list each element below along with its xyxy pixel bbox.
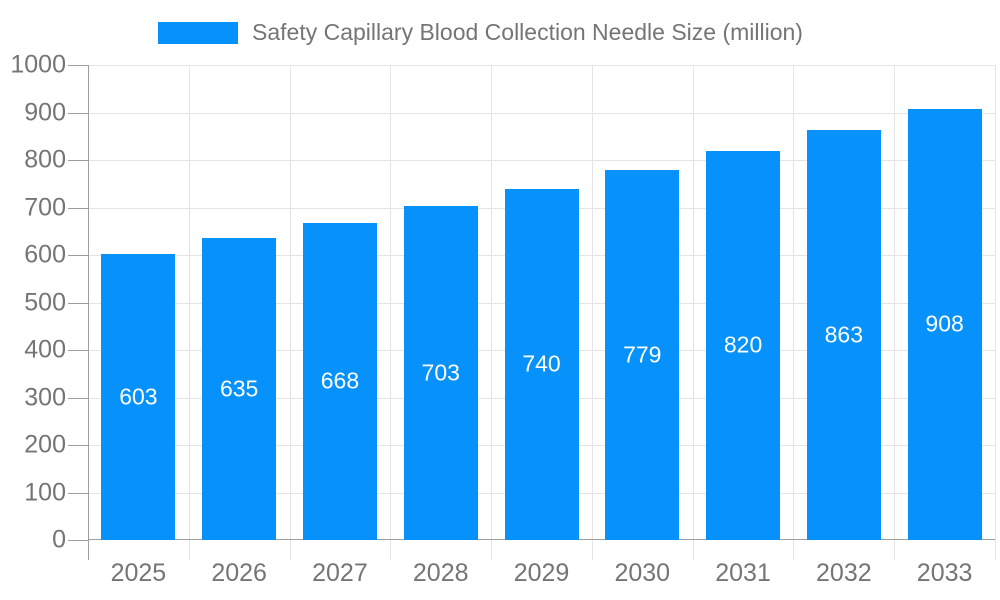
gridline-vertical [289, 65, 291, 560]
gridline-vertical [894, 65, 896, 560]
gridline-vertical [995, 65, 996, 560]
x-axis-label: 2027 [312, 559, 368, 587]
gridline-vertical [188, 65, 190, 560]
gridline-vertical [491, 65, 493, 560]
y-axis-label: 500 [24, 288, 66, 316]
bar[interactable]: 820 [706, 150, 781, 540]
x-axis-label: 2032 [816, 559, 872, 587]
gridline-horizontal [88, 112, 995, 114]
bar-value-label: 635 [219, 375, 259, 402]
bar[interactable]: 863 [806, 130, 881, 540]
bar-value-label: 908 [925, 310, 964, 337]
bar-value-label: 779 [623, 341, 662, 368]
bar[interactable]: 668 [302, 222, 377, 540]
y-axis-label: 900 [24, 98, 66, 126]
y-axis-tick [68, 302, 88, 304]
y-axis-tick [68, 540, 88, 541]
bar-value-label: 740 [522, 350, 561, 377]
bar[interactable]: 703 [403, 206, 478, 540]
gridline-horizontal [88, 160, 995, 161]
gridline-vertical [692, 65, 694, 560]
plot-area: 0 100 200 300 400 500 600 700 800 900 1000 603 2025 6… [10, 51, 996, 587]
y-axis-label: 700 [24, 193, 66, 221]
gridline-horizontal [88, 65, 995, 66]
x-axis-label: 2031 [715, 559, 771, 587]
bar[interactable]: 908 [907, 108, 982, 540]
x-axis-label: 2026 [211, 559, 267, 587]
bar[interactable]: 779 [605, 169, 680, 540]
gridline-vertical [793, 65, 795, 560]
y-axis-tick [68, 112, 88, 114]
y-axis-label: 1000 [10, 50, 66, 79]
y-axis-tick [68, 255, 88, 256]
y-axis-tick [68, 65, 88, 66]
legend-swatch [158, 21, 238, 44]
x-axis-label: 2030 [614, 559, 671, 587]
y-axis-tick [68, 492, 88, 494]
bar-value-label: 863 [824, 321, 864, 348]
y-axis-label: 800 [24, 145, 66, 174]
y-axis-tick [68, 397, 88, 399]
y-axis-label: 0 [52, 525, 66, 554]
bar[interactable]: 635 [202, 238, 277, 540]
y-axis-label: 300 [24, 383, 66, 411]
y-axis-tick [68, 207, 88, 209]
y-axis-tick [68, 445, 88, 446]
legend[interactable]: Safety Capillary Blood Collection Needle… [158, 19, 803, 46]
y-axis-tick [68, 160, 88, 161]
gridline-vertical [390, 65, 392, 560]
y-axis-label: 400 [24, 335, 66, 364]
bar-value-label: 820 [723, 331, 763, 358]
y-axis-tick [68, 350, 88, 351]
x-axis-label: 2033 [916, 559, 973, 587]
y-axis-label: 600 [24, 240, 66, 269]
y-axis-label: 100 [24, 478, 66, 506]
bar-value-label: 668 [320, 367, 360, 394]
bar[interactable]: 740 [504, 188, 579, 540]
y-axis-label: 200 [24, 430, 66, 459]
legend-label: Safety Capillary Blood Collection Needle… [252, 19, 803, 45]
bar-value-label: 703 [421, 359, 460, 386]
gridline-vertical [591, 65, 593, 560]
x-axis-label: 2025 [110, 559, 167, 587]
y-axis-line [88, 65, 89, 560]
bar[interactable]: 603 [101, 253, 176, 540]
bar-value-label: 603 [119, 383, 158, 410]
x-axis-label: 2029 [513, 559, 570, 587]
x-axis-label: 2028 [412, 559, 469, 587]
